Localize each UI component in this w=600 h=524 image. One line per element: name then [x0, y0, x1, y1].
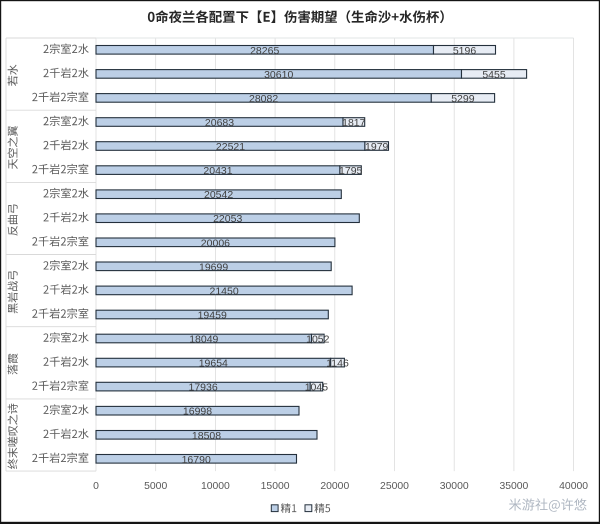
svg-text:19459: 19459 [198, 310, 227, 322]
svg-text:5455: 5455 [482, 69, 506, 81]
svg-text:30000: 30000 [440, 481, 469, 492]
svg-text:1795: 1795 [339, 165, 363, 177]
svg-text:28265: 28265 [250, 45, 279, 57]
svg-text:20006: 20006 [201, 237, 230, 249]
svg-text:1045: 1045 [305, 382, 329, 394]
svg-text:20000: 20000 [320, 481, 349, 492]
svg-text:21450: 21450 [209, 285, 238, 297]
svg-text:22053: 22053 [213, 213, 242, 225]
svg-text:25000: 25000 [380, 481, 409, 492]
svg-text:1817: 1817 [342, 117, 366, 129]
svg-text:20431: 20431 [203, 165, 232, 177]
svg-text:22521: 22521 [216, 141, 245, 153]
svg-text:19699: 19699 [199, 261, 228, 273]
svg-text:16998: 16998 [183, 406, 212, 418]
svg-text:16790: 16790 [182, 454, 211, 466]
svg-text:40000: 40000 [559, 481, 588, 492]
svg-text:18049: 18049 [189, 334, 218, 346]
svg-text:1146: 1146 [326, 358, 349, 370]
svg-text:35000: 35000 [499, 481, 528, 492]
svg-text:19654: 19654 [199, 358, 228, 370]
svg-text:17936: 17936 [188, 382, 217, 394]
svg-text:1979: 1979 [365, 141, 389, 153]
svg-text:20542: 20542 [204, 189, 233, 201]
svg-text:5196: 5196 [453, 45, 477, 57]
svg-text:1052: 1052 [306, 334, 330, 346]
svg-text:28082: 28082 [249, 93, 278, 105]
svg-text:15000: 15000 [261, 481, 290, 492]
svg-text:0: 0 [93, 481, 99, 492]
svg-text:18508: 18508 [192, 430, 221, 442]
svg-text:20683: 20683 [205, 117, 234, 129]
svg-text:5000: 5000 [144, 481, 167, 492]
svg-text:5299: 5299 [451, 93, 475, 105]
svg-text:10000: 10000 [201, 481, 230, 492]
svg-text:30610: 30610 [264, 69, 293, 81]
